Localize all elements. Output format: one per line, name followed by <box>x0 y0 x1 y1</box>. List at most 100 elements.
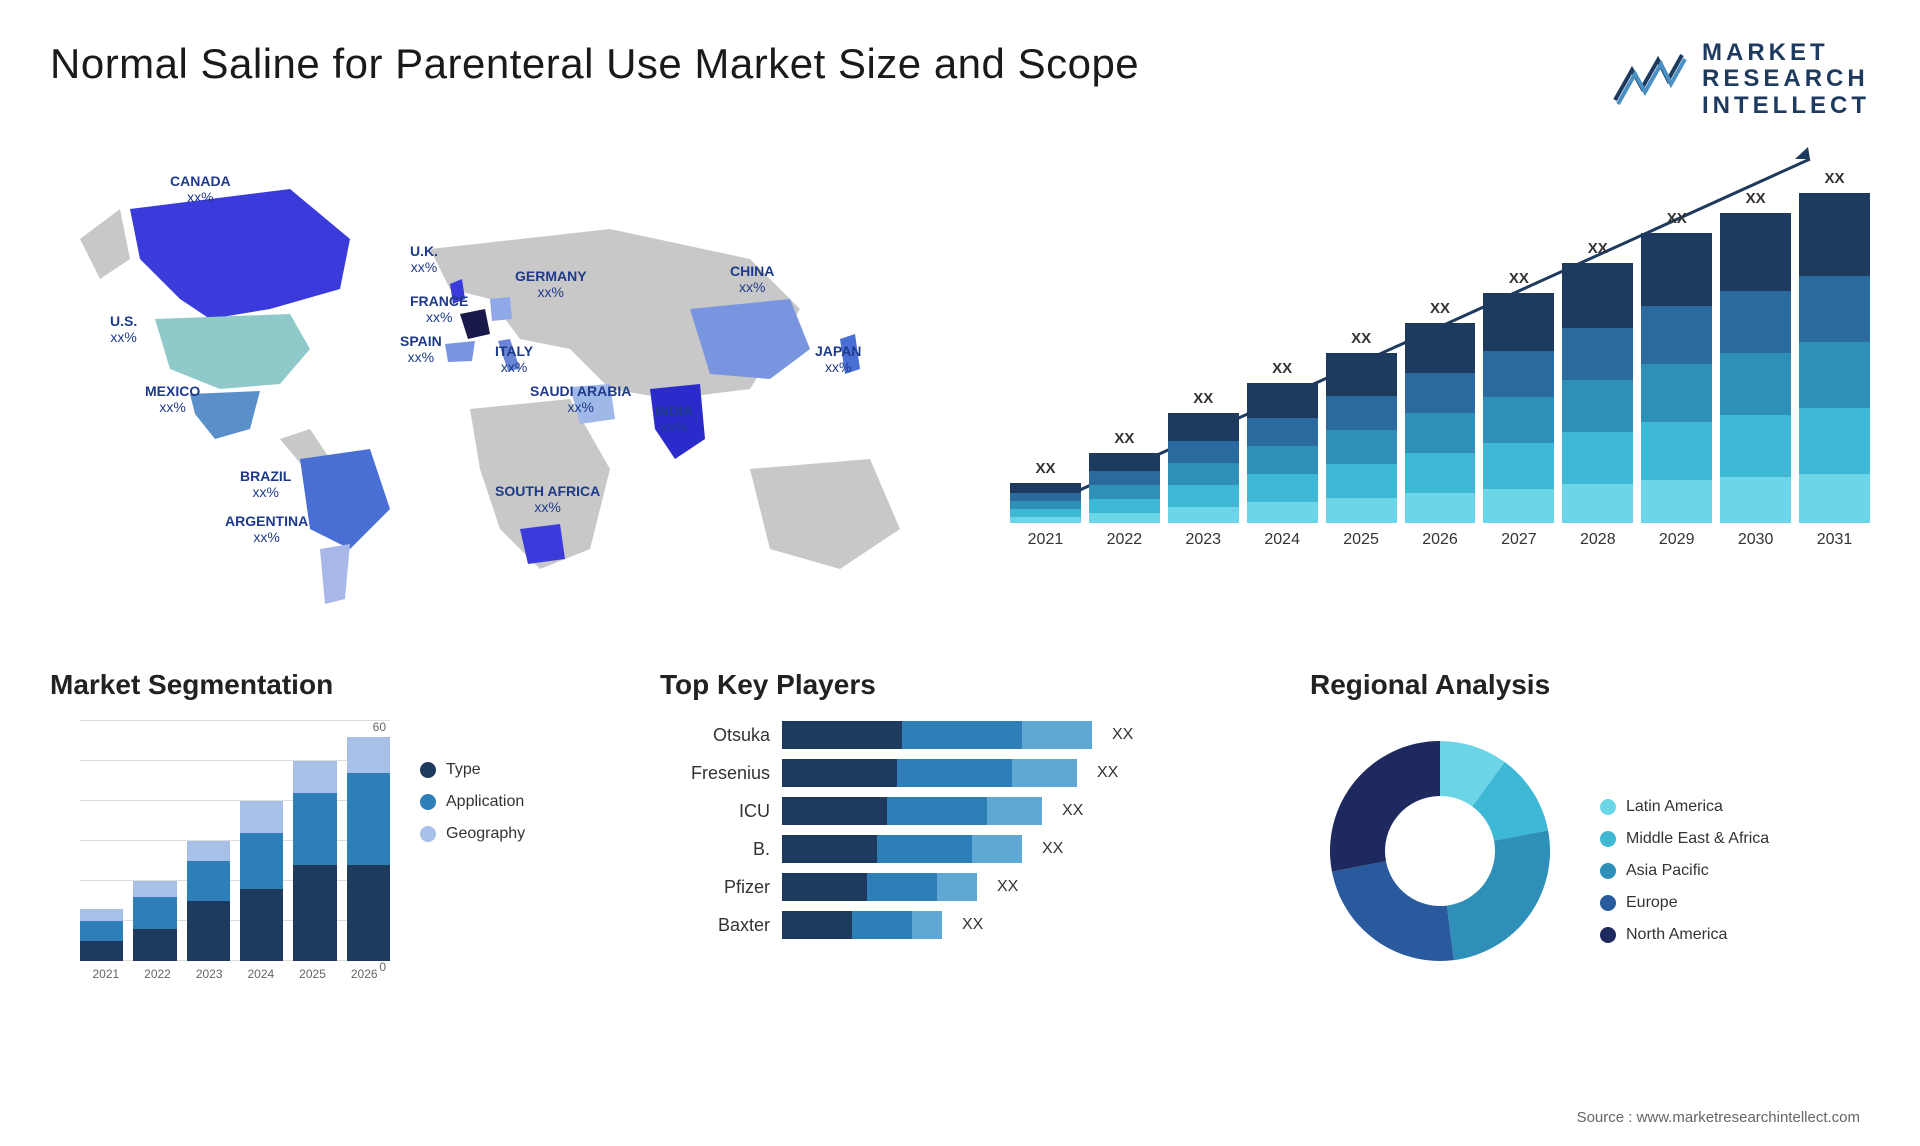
keyplayer-row: Otsuka XX <box>660 721 1260 749</box>
map-label: SPAINxx% <box>400 334 442 365</box>
bar-value-label: XX <box>1509 270 1529 287</box>
legend-item: Latin America <box>1600 798 1769 816</box>
keyplayers-title: Top Key Players <box>660 669 1260 701</box>
growth-bar: XX 2021 <box>1010 460 1081 549</box>
seg-bar <box>187 841 230 961</box>
logo-line2: RESEARCH <box>1702 66 1870 92</box>
keyplayers-chart: OtsukaXXFreseniusXXICUXXB.XXPfizerXXBaxt… <box>660 721 1260 939</box>
legend-item: North America <box>1600 926 1769 944</box>
map-label: MEXICOxx% <box>145 384 200 415</box>
donut-slice <box>1447 831 1550 961</box>
bar-year-label: 2023 <box>1185 531 1221 549</box>
regional-title: Regional Analysis <box>1310 669 1870 701</box>
keyplayer-label: B. <box>660 839 770 860</box>
bar-value-label: XX <box>1351 330 1371 347</box>
segmentation-legend: Type Application Geography <box>420 721 525 981</box>
legend-item: Type <box>420 761 525 779</box>
legend-item: Middle East & Africa <box>1600 830 1769 848</box>
keyplayer-label: Otsuka <box>660 725 770 746</box>
growth-bar-chart: XX2021XX2022XX2023XX2024XX2025XX2026XX20… <box>1010 149 1870 629</box>
legend-dot-icon <box>1600 863 1616 879</box>
legend-dot-icon <box>420 826 436 842</box>
bar-year-label: 2021 <box>1028 531 1064 549</box>
bar-year-label: 2024 <box>1264 531 1300 549</box>
legend-dot-icon <box>1600 799 1616 815</box>
keyplayer-value: XX <box>1042 840 1063 858</box>
map-region-argentina <box>320 544 350 604</box>
keyplayer-value: XX <box>1097 764 1118 782</box>
bar-value-label: XX <box>1430 300 1450 317</box>
keyplayer-value: XX <box>1112 726 1133 744</box>
seg-bar <box>133 881 176 961</box>
map-region-usa <box>155 314 310 389</box>
keyplayer-row: Fresenius XX <box>660 759 1260 787</box>
seg-bar <box>293 761 336 961</box>
page-title: Normal Saline for Parenteral Use Market … <box>50 40 1139 88</box>
bar-year-label: 2025 <box>1343 531 1379 549</box>
bar-value-label: XX <box>1114 430 1134 447</box>
map-region-spain <box>445 341 475 362</box>
growth-bar: XX2028 <box>1562 240 1633 549</box>
growth-bar: XX 2030 <box>1720 190 1791 549</box>
growth-bar: XX2031 <box>1799 170 1870 549</box>
map-region-germany <box>490 297 512 321</box>
legend-item: Application <box>420 793 525 811</box>
map-label: CHINAxx% <box>730 264 774 295</box>
seg-bar <box>240 801 283 961</box>
keyplayer-label: Pfizer <box>660 877 770 898</box>
bar-value-label: XX <box>1746 190 1766 207</box>
legend-label: Latin America <box>1626 798 1723 816</box>
keyplayer-value: XX <box>962 916 983 934</box>
bar-value-label: XX <box>1193 390 1213 407</box>
legend-label: Middle East & Africa <box>1626 830 1769 848</box>
seg-bar <box>347 737 390 961</box>
world-map: CANADAxx%U.S.xx%MEXICOxx%BRAZILxx%ARGENT… <box>50 149 950 629</box>
logo-icon <box>1610 50 1690 110</box>
map-label: ARGENTINAxx% <box>225 514 308 545</box>
growth-bar: XX 2023 <box>1168 390 1239 549</box>
growth-bar: XX2026 <box>1405 300 1476 549</box>
map-label: JAPANxx% <box>815 344 861 375</box>
bar-value-label: XX <box>1035 460 1055 477</box>
legend-label: Type <box>446 761 481 779</box>
bar-year-label: 2030 <box>1738 531 1774 549</box>
map-label: FRANCExx% <box>410 294 468 325</box>
keyplayer-row: B. XX <box>660 835 1260 863</box>
logo-line1: MARKET <box>1702 40 1870 66</box>
legend-label: Europe <box>1626 894 1678 912</box>
map-label: CANADAxx% <box>170 174 231 205</box>
map-label: U.K.xx% <box>410 244 438 275</box>
bar-value-label: XX <box>1588 240 1608 257</box>
logo-line3: INTELLECT <box>1702 93 1870 119</box>
map-label: SAUDI ARABIAxx% <box>530 384 631 415</box>
logo: MARKET RESEARCH INTELLECT <box>1610 40 1870 119</box>
legend-dot-icon <box>1600 927 1616 943</box>
map-region-mexico <box>190 391 260 439</box>
legend-label: Geography <box>446 825 525 843</box>
seg-bar <box>80 909 123 961</box>
map-label: SOUTH AFRICAxx% <box>495 484 600 515</box>
keyplayer-row: BaxterXX <box>660 911 1260 939</box>
keyplayer-value: XX <box>1062 802 1083 820</box>
seg-year-label: 2024 <box>235 967 287 981</box>
seg-year-label: 2023 <box>183 967 235 981</box>
map-label: U.S.xx% <box>110 314 137 345</box>
bar-year-label: 2027 <box>1501 531 1537 549</box>
segmentation-title: Market Segmentation <box>50 669 610 701</box>
legend-dot-icon <box>420 762 436 778</box>
growth-bar: XX 2025 <box>1326 330 1397 549</box>
growth-bar: XX2022 <box>1089 430 1160 549</box>
seg-year-label: 2025 <box>287 967 339 981</box>
map-label: INDIAxx% <box>655 404 693 435</box>
keyplayer-label: ICU <box>660 801 770 822</box>
map-label: ITALYxx% <box>495 344 533 375</box>
bar-year-label: 2029 <box>1659 531 1695 549</box>
bar-value-label: XX <box>1825 170 1845 187</box>
segmentation-chart: 0102030405060202120222023202420252026 <box>50 721 390 981</box>
seg-year-label: 2021 <box>80 967 132 981</box>
growth-bar: XX 2029 <box>1641 210 1712 549</box>
map-label: GERMANYxx% <box>515 269 587 300</box>
bar-value-label: XX <box>1667 210 1687 227</box>
keyplayer-row: ICU XX <box>660 797 1260 825</box>
keyplayer-label: Fresenius <box>660 763 770 784</box>
